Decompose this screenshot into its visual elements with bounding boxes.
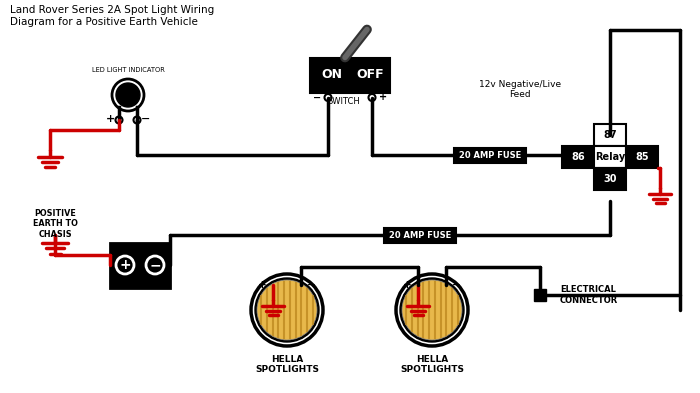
Text: 87: 87	[603, 130, 617, 140]
Circle shape	[255, 278, 319, 342]
Circle shape	[116, 116, 122, 123]
Text: 20 AMP FUSE: 20 AMP FUSE	[459, 151, 521, 160]
Circle shape	[325, 94, 332, 101]
Text: +: +	[119, 258, 131, 272]
Text: 86: 86	[571, 152, 584, 162]
Circle shape	[116, 83, 140, 107]
Circle shape	[368, 94, 375, 101]
FancyBboxPatch shape	[534, 289, 546, 301]
Text: −: −	[452, 280, 461, 290]
Text: −: −	[307, 280, 316, 290]
Circle shape	[134, 116, 141, 123]
Text: −: −	[313, 92, 321, 103]
Text: ON: ON	[321, 68, 342, 81]
FancyBboxPatch shape	[594, 168, 626, 190]
Text: +: +	[258, 280, 267, 290]
FancyBboxPatch shape	[310, 57, 390, 92]
Circle shape	[251, 274, 323, 346]
Text: POSITIVE
EARTH TO
CHASIS: POSITIVE EARTH TO CHASIS	[33, 209, 78, 239]
Circle shape	[112, 79, 144, 111]
Text: −: −	[141, 114, 150, 124]
Text: 12v Negative/Live
Feed: 12v Negative/Live Feed	[479, 80, 561, 99]
Text: +: +	[379, 92, 387, 103]
Text: −: −	[149, 258, 161, 272]
FancyBboxPatch shape	[562, 146, 594, 168]
Text: SWITCH: SWITCH	[328, 97, 360, 107]
FancyBboxPatch shape	[110, 242, 170, 288]
Text: +: +	[403, 280, 412, 290]
Text: Land Rover Series 2A Spot Light Wiring
Diagram for a Positive Earth Vehicle: Land Rover Series 2A Spot Light Wiring D…	[10, 5, 214, 27]
Text: 30: 30	[603, 174, 617, 184]
Text: 85: 85	[635, 152, 649, 162]
Circle shape	[396, 274, 468, 346]
Circle shape	[257, 280, 317, 340]
Circle shape	[400, 278, 464, 342]
Text: Relay: Relay	[595, 152, 625, 162]
Circle shape	[402, 280, 462, 340]
Text: HELLA
SPOTLIGHTS: HELLA SPOTLIGHTS	[400, 355, 464, 375]
Text: 20 AMP FUSE: 20 AMP FUSE	[389, 231, 451, 239]
Text: ELECTRICAL
CONNECTOR: ELECTRICAL CONNECTOR	[560, 285, 618, 305]
FancyBboxPatch shape	[626, 146, 658, 168]
FancyBboxPatch shape	[594, 146, 626, 168]
Text: OFF: OFF	[356, 68, 384, 81]
Text: LED LIGHT INDICATOR: LED LIGHT INDICATOR	[92, 67, 164, 73]
FancyBboxPatch shape	[384, 228, 456, 242]
Text: HELLA
SPOTLIGHTS: HELLA SPOTLIGHTS	[255, 355, 319, 375]
FancyBboxPatch shape	[594, 124, 626, 146]
FancyBboxPatch shape	[454, 147, 526, 162]
Text: +: +	[106, 114, 115, 124]
